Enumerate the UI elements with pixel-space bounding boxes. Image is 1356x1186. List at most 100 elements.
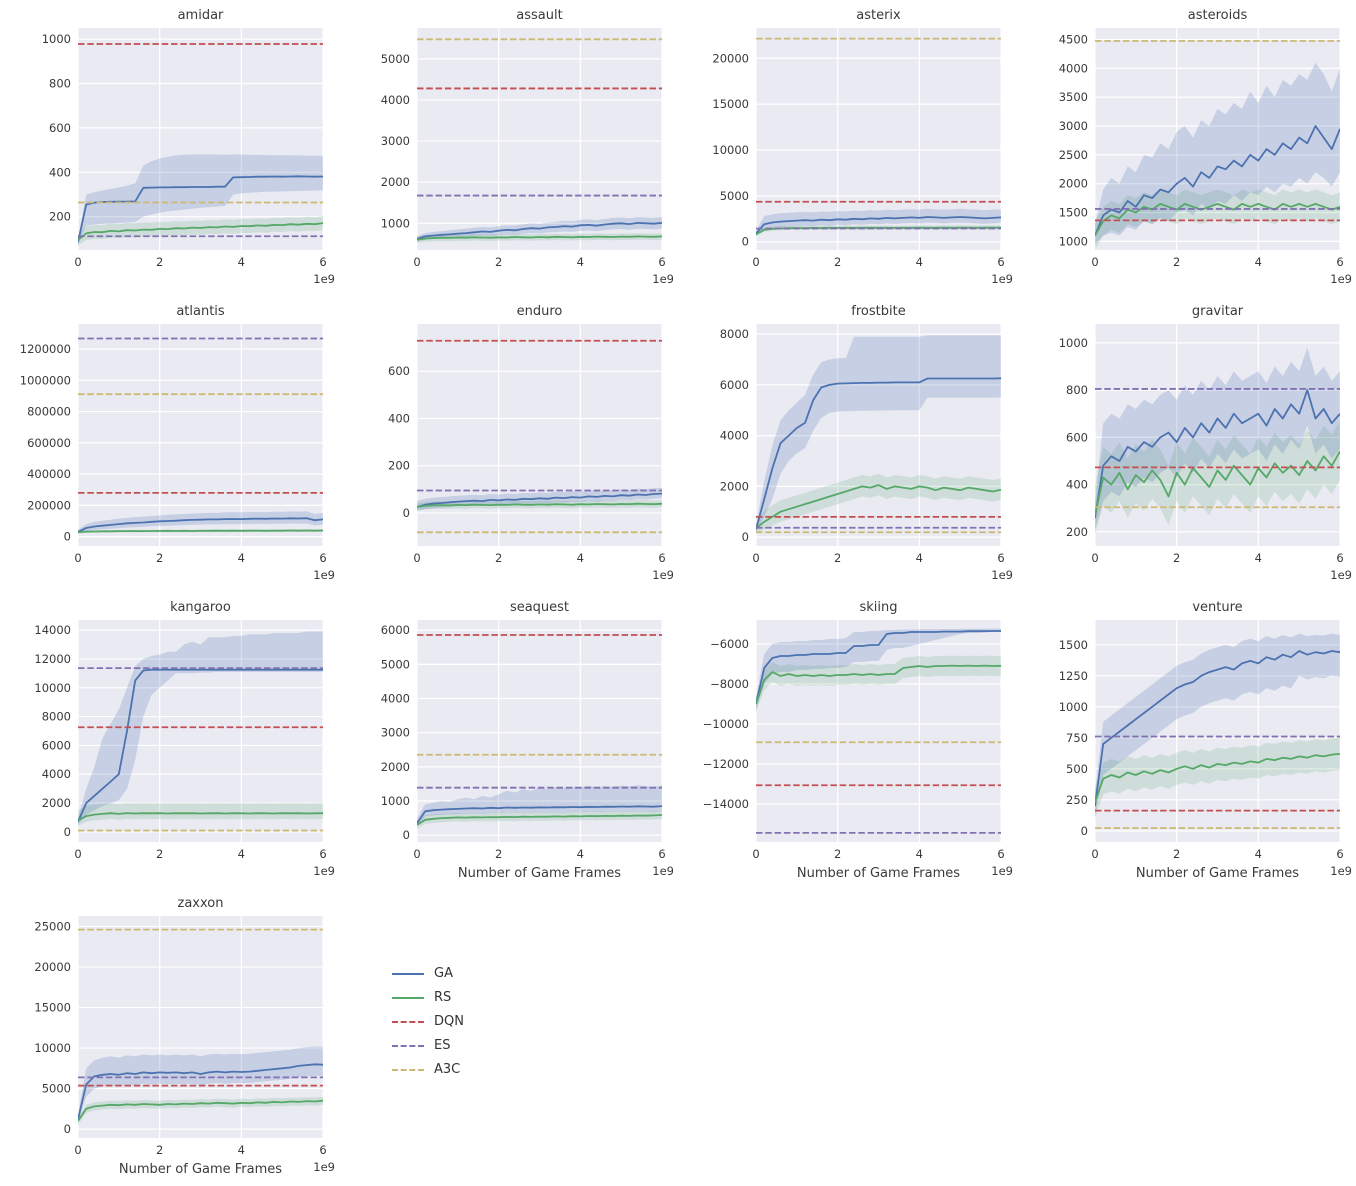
ytick-label: 200000 bbox=[27, 498, 71, 512]
ytick-label: 2500 bbox=[1059, 148, 1088, 162]
line-rs bbox=[756, 664, 1001, 705]
ytick-label: 1250 bbox=[1059, 669, 1088, 683]
line-ga bbox=[756, 216, 1001, 235]
line-ga bbox=[417, 222, 662, 240]
line-ga bbox=[1095, 650, 1340, 807]
subplot-title: kangaroo bbox=[170, 600, 231, 615]
ytick-label: 800000 bbox=[27, 405, 71, 419]
subplot-kangaroo: kangaroo 0 2000 4000 6000 8000 10000 12000 14000… bbox=[34, 600, 335, 878]
xtick-label: 0 bbox=[74, 551, 81, 565]
xtick-label: 2 bbox=[156, 255, 163, 269]
ytick-label: 20000 bbox=[712, 51, 749, 65]
ytick-label: 1000 bbox=[381, 216, 410, 230]
band-rs bbox=[1095, 189, 1340, 250]
legend-label: DQN bbox=[434, 1014, 464, 1029]
ytick-label: 1000 bbox=[1059, 336, 1088, 350]
ytick-label: 5000 bbox=[720, 189, 749, 203]
ytick-label: −6000 bbox=[710, 637, 749, 651]
xtick-label: 6 bbox=[319, 847, 326, 861]
xtick-label: 6 bbox=[658, 847, 665, 861]
ytick-label: 15000 bbox=[712, 97, 749, 111]
plot-background bbox=[756, 620, 1001, 842]
ytick-label: 12000 bbox=[34, 652, 71, 666]
subplot-atlantis: atlantis 0 200000 400000 600000 800000 1000000… bbox=[20, 304, 335, 582]
line-rs bbox=[78, 529, 323, 534]
xtick-label: 0 bbox=[413, 255, 420, 269]
xtick-label: 6 bbox=[1336, 551, 1343, 565]
ytick-label: 0 bbox=[64, 825, 71, 839]
subplot-asterix: asterix 0 5000 10000 15000 20000 0 2 4 6 1e9 bbox=[712, 8, 1013, 286]
xtick-label: 2 bbox=[834, 255, 841, 269]
ytick-label: 750 bbox=[1066, 731, 1088, 745]
xtick-label: 2 bbox=[495, 847, 502, 861]
subplot-title: atlantis bbox=[176, 304, 225, 319]
legend-swatch-rs bbox=[392, 996, 424, 999]
subplot-title: asteroids bbox=[1188, 8, 1248, 23]
xtick-label: 4 bbox=[1255, 551, 1262, 565]
xtick-label: 4 bbox=[238, 1143, 245, 1157]
ytick-label: 4000 bbox=[1059, 61, 1088, 75]
band-rs bbox=[1095, 737, 1340, 819]
ytick-label: 4500 bbox=[1059, 33, 1088, 47]
line-ga bbox=[756, 630, 1001, 705]
subplot-title: zaxxon bbox=[178, 896, 224, 911]
xtick-label: 4 bbox=[238, 847, 245, 861]
ytick-label: 20000 bbox=[34, 960, 71, 974]
ytick-label: 400 bbox=[1066, 478, 1088, 492]
line-rs bbox=[1095, 451, 1340, 516]
xtick-label: 2 bbox=[495, 551, 502, 565]
ytick-label: 6000 bbox=[42, 738, 71, 752]
xtick-label: 6 bbox=[997, 255, 1004, 269]
ytick-label: 3000 bbox=[381, 726, 410, 740]
plot-background bbox=[78, 324, 323, 546]
xtick-label: 6 bbox=[658, 551, 665, 565]
x-offset-label: 1e9 bbox=[1330, 568, 1352, 582]
xtick-label: 0 bbox=[413, 847, 420, 861]
line-rs bbox=[1095, 203, 1340, 237]
ytick-label: 600 bbox=[1066, 430, 1088, 444]
xtick-label: 2 bbox=[156, 1143, 163, 1157]
band-ga bbox=[756, 335, 1001, 532]
x-offset-label: 1e9 bbox=[313, 272, 335, 286]
line-rs bbox=[78, 222, 323, 241]
legend-label: RS bbox=[434, 990, 452, 1005]
subplot-title: asterix bbox=[856, 8, 901, 23]
subplot-asteroids: asteroids 1000 1500 2000 2500 3000 3500 4000 450… bbox=[1059, 8, 1352, 286]
ytick-label: 5000 bbox=[42, 1082, 71, 1096]
xtick-label: 4 bbox=[1255, 255, 1262, 269]
ytick-label: 3000 bbox=[1059, 119, 1088, 133]
x-offset-label: 1e9 bbox=[652, 568, 674, 582]
plot-background bbox=[1095, 324, 1340, 546]
legend-item-dqn: DQN bbox=[392, 1014, 464, 1029]
ytick-label: 600 bbox=[49, 121, 71, 135]
subplot-title: amidar bbox=[178, 8, 224, 23]
ytick-label: 0 bbox=[64, 1122, 71, 1136]
ytick-label: 4000 bbox=[381, 93, 410, 107]
line-ga bbox=[78, 1063, 323, 1120]
ytick-label: 6000 bbox=[381, 623, 410, 637]
subplot-zaxxon: zaxxon 0 5000 10000 15000 20000 25000 0 2 4 6 1e9 Nu… bbox=[34, 896, 335, 1177]
legend-swatch-dqn bbox=[392, 1020, 424, 1023]
ytick-label: 3500 bbox=[1059, 90, 1088, 104]
legend-swatch-ga bbox=[392, 972, 424, 975]
x-axis-label: Number of Game Frames bbox=[1136, 866, 1299, 881]
subplot-seaquest: seaquest 0 1000 2000 3000 4000 5000 6000 0 2 4 6 1e9… bbox=[381, 600, 674, 881]
ytick-label: 0 bbox=[64, 530, 71, 544]
ytick-label: 4000 bbox=[720, 429, 749, 443]
band-ga bbox=[756, 628, 1001, 710]
x-offset-label: 1e9 bbox=[313, 864, 335, 878]
ytick-label: 15000 bbox=[34, 1001, 71, 1015]
x-axis-label: Number of Game Frames bbox=[458, 866, 621, 881]
subplot-amidar: amidar 200 400 600 800 1000 0 2 4 6 1e9 bbox=[42, 8, 335, 286]
x-offset-label: 1e9 bbox=[991, 272, 1013, 286]
xtick-label: 6 bbox=[319, 1143, 326, 1157]
line-ga bbox=[78, 517, 323, 533]
ytick-label: 0 bbox=[742, 235, 749, 249]
band-rs bbox=[756, 655, 1001, 712]
ytick-label: 14000 bbox=[34, 623, 71, 637]
ytick-label: 3000 bbox=[381, 134, 410, 148]
xtick-label: 2 bbox=[1173, 255, 1180, 269]
ytick-label: −10000 bbox=[703, 717, 749, 731]
band-ga bbox=[756, 208, 1001, 236]
line-rs bbox=[78, 1099, 323, 1122]
